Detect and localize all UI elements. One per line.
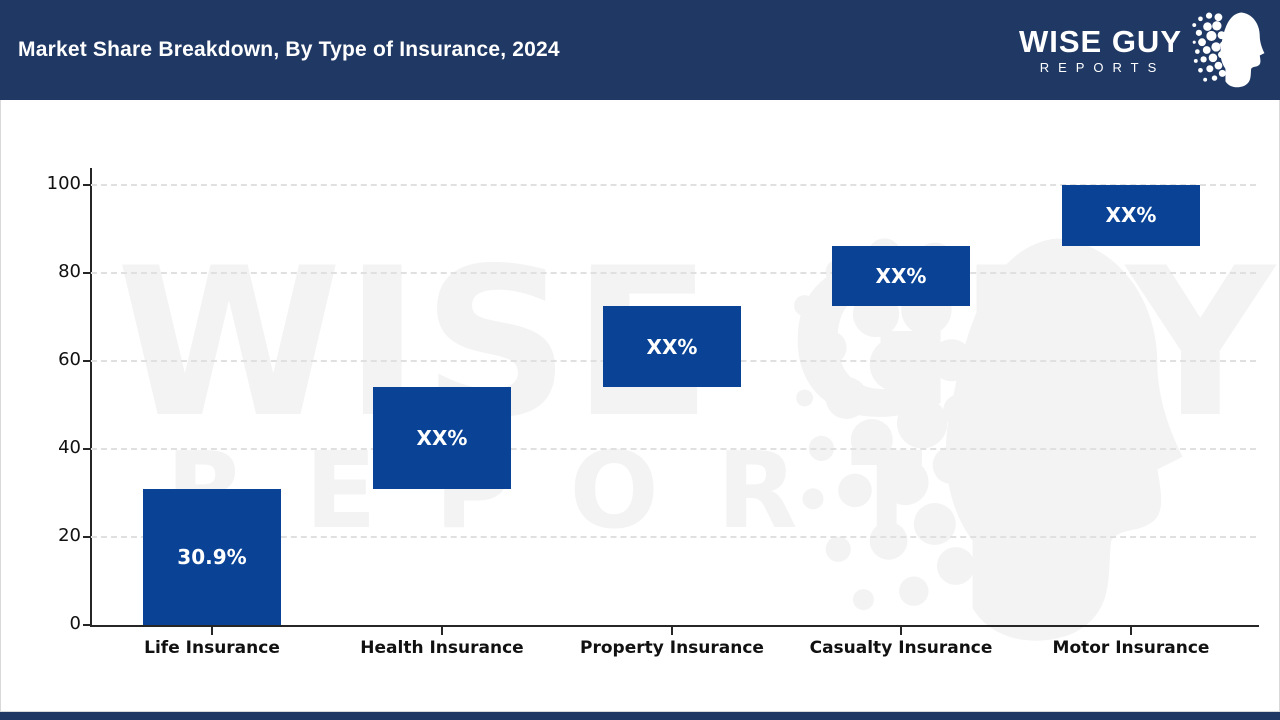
x-category-label: Health Insurance — [360, 638, 524, 658]
x-tick-mark — [1130, 627, 1132, 635]
x-tick-mark — [671, 627, 673, 635]
page-title: Market Share Breakdown, By Type of Insur… — [18, 38, 560, 61]
bar-value-label: 30.9% — [177, 545, 247, 569]
wise-guy-logo: WISE GUY REPORTS — [1019, 8, 1266, 92]
bar-value-label: XX% — [1105, 203, 1157, 228]
y-tick-mark — [83, 272, 91, 274]
bar-life-insurance: 30.9% — [143, 489, 281, 625]
logo-subtitle: REPORTS — [1039, 60, 1166, 75]
logo-head-icon — [1188, 8, 1266, 92]
y-tick-mark — [83, 448, 91, 450]
x-category-label: Life Insurance — [144, 638, 280, 658]
x-tick-mark — [900, 627, 902, 635]
y-tick-label: 60 — [58, 349, 81, 370]
x-category-label: Motor Insurance — [1052, 638, 1210, 658]
x-tick-mark — [211, 627, 213, 635]
y-axis-line — [90, 168, 92, 627]
footer-band — [0, 712, 1280, 720]
header-band: Market Share Breakdown, By Type of Insur… — [0, 0, 1280, 100]
y-tick-mark — [83, 536, 91, 538]
bar-value-label: XX% — [416, 426, 468, 451]
y-tick-label: 100 — [46, 173, 81, 194]
gridline-100 — [91, 184, 1256, 186]
x-category-label: Property Insurance — [580, 638, 764, 658]
gridline-40 — [91, 448, 1256, 450]
y-tick-label: 0 — [69, 613, 81, 634]
gridline-20 — [91, 536, 1256, 538]
x-category-label: Casualty Insurance — [809, 638, 993, 658]
bar-casualty-insurance: XX% — [832, 245, 970, 306]
y-tick-label: 80 — [58, 261, 81, 282]
bar-value-label: XX% — [875, 263, 927, 288]
bar-value-label: XX% — [646, 334, 698, 359]
y-tick-mark — [83, 360, 91, 362]
x-axis-line — [90, 625, 1259, 627]
y-tick-mark — [83, 184, 91, 186]
bar-motor-insurance: XX% — [1062, 185, 1200, 246]
logo-wordmark: WISE GUY — [1018, 24, 1182, 59]
y-tick-mark — [83, 624, 91, 626]
y-tick-label: 20 — [58, 525, 81, 546]
bar-health-insurance: XX% — [373, 387, 511, 490]
y-tick-label: 40 — [58, 437, 81, 458]
logo-text: WISE GUY REPORTS — [1019, 26, 1182, 74]
x-tick-mark — [441, 627, 443, 635]
gridline-80 — [91, 272, 1256, 274]
bar-property-insurance: XX% — [603, 306, 741, 388]
